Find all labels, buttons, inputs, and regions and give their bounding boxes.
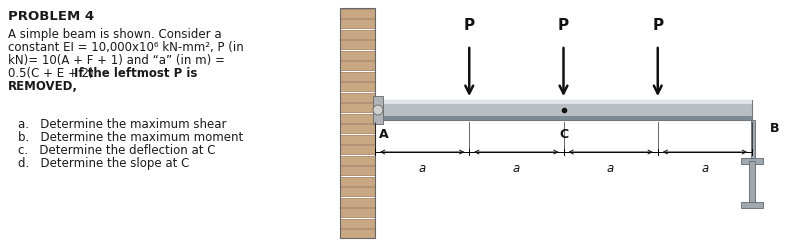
Bar — [373, 96, 383, 124]
Text: a: a — [419, 162, 426, 175]
Bar — [749, 161, 755, 205]
Bar — [741, 202, 763, 208]
Text: constant EI = 10,000x10⁶ kN-mm², P (in: constant EI = 10,000x10⁶ kN-mm², P (in — [8, 41, 244, 54]
Bar — [340, 71, 375, 81]
Text: P: P — [464, 18, 475, 33]
Bar — [340, 103, 375, 112]
Text: P: P — [653, 18, 664, 33]
Bar — [340, 51, 375, 60]
Bar — [340, 208, 375, 217]
Text: a: a — [607, 162, 615, 175]
Bar — [340, 40, 375, 49]
Bar — [340, 145, 375, 154]
Text: c.   Determine the deflection at C: c. Determine the deflection at C — [18, 144, 216, 157]
Bar — [340, 218, 375, 227]
Bar — [340, 166, 375, 175]
Bar — [340, 197, 375, 207]
Bar — [340, 8, 375, 18]
Bar — [340, 114, 375, 123]
Bar — [340, 155, 375, 164]
Bar — [340, 177, 375, 186]
Text: d.   Determine the slope at C: d. Determine the slope at C — [18, 157, 190, 170]
Text: kN)= 10(A + F + 1) and “a” (in m) =: kN)= 10(A + F + 1) and “a” (in m) = — [8, 54, 225, 67]
Text: a: a — [702, 162, 709, 175]
Text: P: P — [558, 18, 569, 33]
Bar — [375, 100, 752, 104]
Text: A: A — [379, 128, 389, 141]
Bar — [375, 100, 752, 120]
Text: REMOVED,: REMOVED, — [8, 80, 78, 93]
Bar — [340, 82, 375, 91]
Text: B: B — [770, 122, 780, 135]
Circle shape — [373, 105, 383, 115]
Bar — [375, 116, 752, 120]
Text: C: C — [559, 128, 568, 141]
Text: PROBLEM 4: PROBLEM 4 — [8, 10, 94, 23]
Text: a: a — [513, 162, 520, 175]
Bar — [751, 120, 755, 160]
Bar — [340, 93, 375, 101]
Bar — [340, 124, 375, 133]
Bar — [741, 158, 763, 164]
Text: If the leftmost P is: If the leftmost P is — [74, 67, 198, 80]
Text: a.   Determine the maximum shear: a. Determine the maximum shear — [18, 118, 227, 131]
Bar — [340, 187, 375, 196]
Bar — [340, 229, 375, 238]
Text: b.   Determine the maximum moment: b. Determine the maximum moment — [18, 131, 243, 144]
Text: A simple beam is shown. Consider a: A simple beam is shown. Consider a — [8, 28, 222, 41]
Bar — [340, 19, 375, 28]
Bar — [340, 134, 375, 144]
Bar — [340, 30, 375, 38]
Bar — [340, 61, 375, 70]
Text: 0.5(C + E + 2).: 0.5(C + E + 2). — [8, 67, 101, 80]
Bar — [340, 8, 375, 238]
